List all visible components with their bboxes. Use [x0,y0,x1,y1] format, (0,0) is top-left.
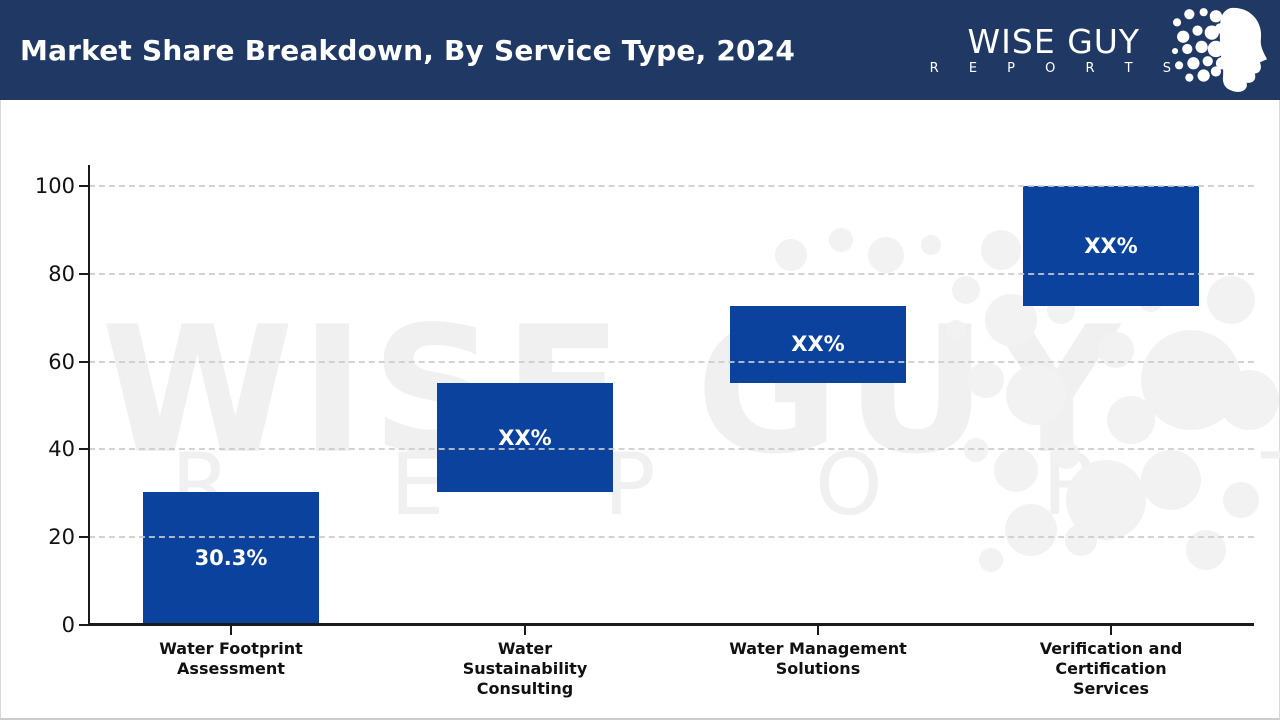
x-category-label: Verification and Certification Services [981,639,1241,699]
x-category-label: Water Sustainability Consulting [395,639,655,699]
bar [730,305,906,384]
bar [437,383,613,492]
gridline [89,272,1254,275]
watermark-dot [1098,332,1134,368]
y-tick [79,360,89,363]
watermark-dot [946,320,966,340]
y-tick [79,272,89,275]
x-category-line: Water [497,639,553,658]
x-category-line: Solutions [775,659,861,678]
y-tick [79,185,89,187]
x-tick [524,626,526,635]
logo-text: WISE GUY R E P O R T S [924,25,1184,75]
y-tick-label: 60 [48,349,75,374]
watermark-dot [1006,365,1066,425]
bar-value-label: 30.3% [194,546,268,571]
x-axis-line [88,623,1254,626]
watermark-dot [829,228,853,252]
wiseguy-logo: WISE GUY R E P O R T S [924,4,1280,96]
wiseguy-head-icon [1171,7,1268,92]
watermark-dot [981,230,1021,270]
bar-value-label: XX% [791,332,845,357]
watermark-dot [994,448,1038,492]
x-tick [230,626,232,635]
y-tick-label: 0 [61,613,75,637]
page-title: Market Share Breakdown, By Service Type,… [20,33,796,67]
watermark-dot [1052,441,1080,469]
logo-subtitle: R E P O R T S [929,61,1184,76]
y-tick [79,448,89,451]
watermark-dot [952,276,980,304]
x-category-label: Water Management Solutions [688,639,948,679]
y-tick-label: 40 [48,437,75,462]
gridline [89,360,1254,363]
watermark-dot [1223,482,1259,518]
bar [143,491,319,625]
watermark-dot [1066,460,1146,540]
watermark-dot [775,239,807,271]
x-category-line: Water Management [729,639,907,658]
chart-area: WISE GUY R E P O R T S 02040608010030.3%… [0,100,1280,720]
y-tick [79,624,89,626]
watermark-dot [1141,450,1201,510]
watermark-dot [1219,370,1279,430]
x-category-line: Assessment [177,659,285,678]
gridline [89,448,1254,451]
x-tick [817,626,819,635]
x-category-line: Water Footprint [159,639,303,658]
y-tick [79,536,89,539]
y-axis-line [88,165,90,625]
y-tick-label: 20 [48,525,75,550]
x-category-label: Water Footprint Assessment [101,639,361,679]
x-category-line: Consulting [476,679,574,698]
watermark-dot [968,362,1004,398]
watermark-dot [979,548,1003,572]
bar [1023,186,1199,306]
x-category-line: Sustainability [462,659,588,678]
watermark-dot [1207,276,1255,324]
y-tick-label: 80 [48,261,75,286]
header-bar: Market Share Breakdown, By Service Type,… [0,0,1280,100]
watermark-dot [868,237,904,273]
y-tick-label: 100 [34,174,75,198]
bar-value-label: XX% [498,425,552,450]
logo-name: WISE GUY [967,22,1141,61]
x-category-line: Verification and [1039,639,1183,658]
x-category-line: Services [1072,679,1150,698]
x-tick [1110,626,1112,635]
bar-value-label: XX% [1084,233,1138,258]
gridline [89,536,1254,539]
watermark-dot [921,235,941,255]
gridline [89,185,1254,187]
x-category-line: Certification [1055,659,1167,678]
watermark-dot [1005,504,1057,556]
